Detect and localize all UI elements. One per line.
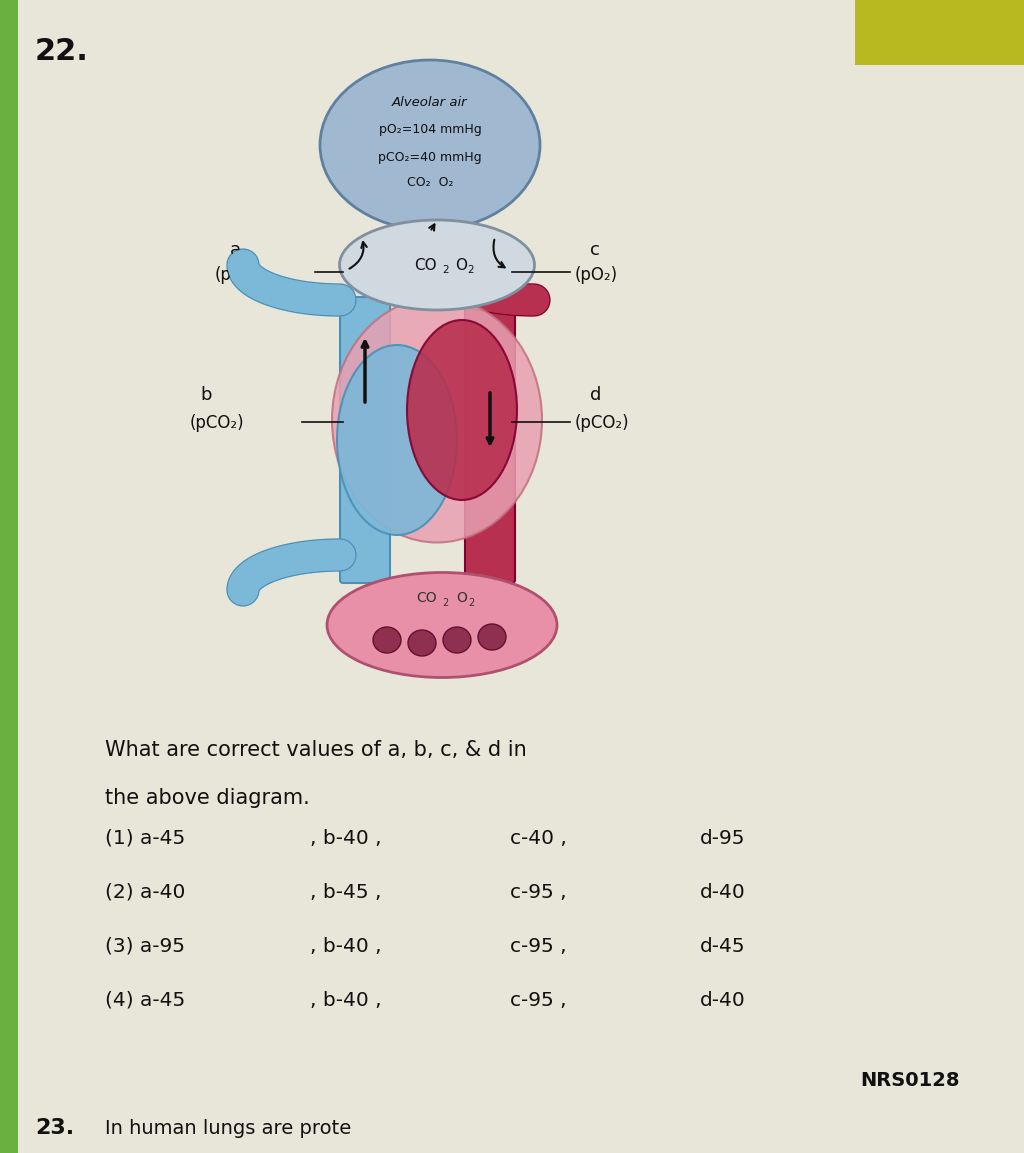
Text: 23.: 23. xyxy=(35,1118,74,1138)
Ellipse shape xyxy=(319,60,540,229)
Text: 2: 2 xyxy=(467,265,474,276)
Ellipse shape xyxy=(478,624,506,650)
FancyBboxPatch shape xyxy=(0,0,18,1153)
Text: b: b xyxy=(200,386,212,404)
Text: d-45: d-45 xyxy=(700,936,745,956)
Text: pCO₂=40 mmHg: pCO₂=40 mmHg xyxy=(378,151,482,164)
Text: (pO₂): (pO₂) xyxy=(215,266,258,284)
Text: c-40 ,: c-40 , xyxy=(510,829,567,847)
Text: 2: 2 xyxy=(442,265,449,276)
Ellipse shape xyxy=(443,627,471,653)
Text: (1) a-45: (1) a-45 xyxy=(105,829,185,847)
Text: CO: CO xyxy=(415,257,437,272)
Text: O: O xyxy=(456,591,467,605)
Text: 2: 2 xyxy=(468,598,474,608)
Text: d: d xyxy=(590,386,601,404)
Text: 22.: 22. xyxy=(35,38,89,67)
Text: , b-40 ,: , b-40 , xyxy=(310,990,382,1010)
Text: What are correct values of a, b, c, & d in: What are correct values of a, b, c, & d … xyxy=(105,740,526,760)
Text: d-40: d-40 xyxy=(700,882,745,902)
Ellipse shape xyxy=(327,573,557,678)
Text: CO₂  O₂: CO₂ O₂ xyxy=(407,176,454,189)
Text: (3) a-95: (3) a-95 xyxy=(105,936,185,956)
Text: d-40: d-40 xyxy=(700,990,745,1010)
Ellipse shape xyxy=(340,220,535,310)
Text: O: O xyxy=(455,257,467,272)
Text: , b-40 ,: , b-40 , xyxy=(310,936,382,956)
Text: c: c xyxy=(590,241,600,259)
Text: NRS0128: NRS0128 xyxy=(860,1070,961,1090)
Text: (4) a-45: (4) a-45 xyxy=(105,990,185,1010)
Text: Alveolar air: Alveolar air xyxy=(392,97,468,110)
Ellipse shape xyxy=(332,297,542,543)
Text: , b-45 ,: , b-45 , xyxy=(310,882,382,902)
Text: 2: 2 xyxy=(442,598,449,608)
Ellipse shape xyxy=(407,321,517,500)
Text: In human lungs are prote: In human lungs are prote xyxy=(105,1118,351,1138)
Ellipse shape xyxy=(337,345,457,535)
Ellipse shape xyxy=(408,630,436,656)
Text: pO₂=104 mmHg: pO₂=104 mmHg xyxy=(379,123,481,136)
Text: (pO₂): (pO₂) xyxy=(575,266,618,284)
Text: c-95 ,: c-95 , xyxy=(510,936,566,956)
Text: (pCO₂): (pCO₂) xyxy=(575,414,630,432)
Text: (pCO₂): (pCO₂) xyxy=(190,414,245,432)
Text: , b-40 ,: , b-40 , xyxy=(310,829,382,847)
Ellipse shape xyxy=(373,627,401,653)
Text: (2) a-40: (2) a-40 xyxy=(105,882,185,902)
Text: the above diagram.: the above diagram. xyxy=(105,787,309,808)
Text: c-95 ,: c-95 , xyxy=(510,990,566,1010)
Text: d-95: d-95 xyxy=(700,829,745,847)
Text: c-95 ,: c-95 , xyxy=(510,882,566,902)
Text: CO: CO xyxy=(417,591,437,605)
Text: a: a xyxy=(230,241,241,259)
FancyBboxPatch shape xyxy=(340,297,390,583)
FancyBboxPatch shape xyxy=(465,297,515,583)
FancyBboxPatch shape xyxy=(855,0,1024,65)
